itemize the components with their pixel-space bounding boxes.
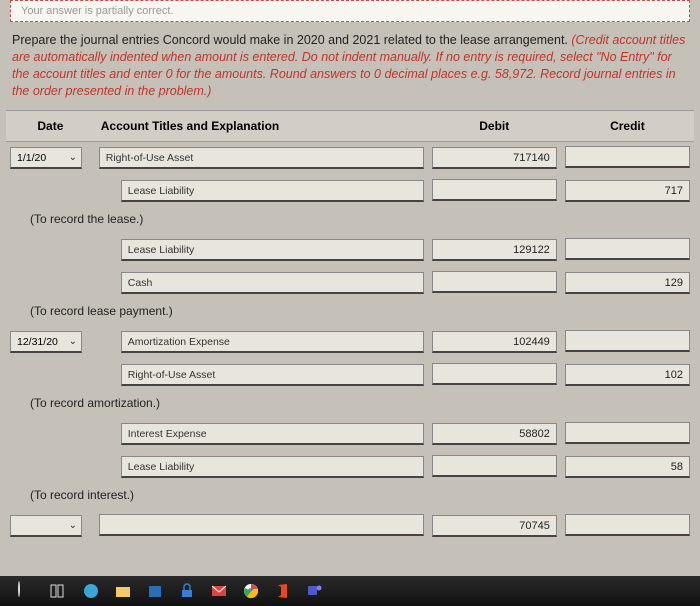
debit-input[interactable] xyxy=(432,179,557,201)
credit-input[interactable] xyxy=(565,330,690,352)
col-debit: Debit xyxy=(428,110,561,141)
debit-input[interactable]: 70745 xyxy=(432,515,557,537)
instructions-plain: Prepare the journal entries Concord woul… xyxy=(12,33,571,47)
debit-input[interactable]: 717140 xyxy=(432,147,557,169)
entry-note: (To record lease payment.) xyxy=(6,300,694,326)
debit-input[interactable] xyxy=(432,363,557,385)
teams-icon[interactable] xyxy=(306,582,324,600)
account-title-input[interactable]: Amortization Expense xyxy=(121,331,424,353)
entry-note: (To record amortization.) xyxy=(6,392,694,418)
account-title-input[interactable]: Interest Expense xyxy=(121,423,424,445)
account-title-input[interactable]: Right-of-Use Asset xyxy=(121,364,424,386)
debit-input[interactable]: 129122 xyxy=(432,239,557,261)
chevron-down-icon: ⌄ xyxy=(69,152,77,163)
debit-input[interactable] xyxy=(432,271,557,293)
col-account: Account Titles and Explanation xyxy=(95,110,428,141)
col-date: Date xyxy=(6,110,95,141)
task-view-icon[interactable] xyxy=(50,582,68,600)
debit-input[interactable]: 58802 xyxy=(432,423,557,445)
debit-input[interactable]: 102449 xyxy=(432,331,557,353)
entry-note: (To record interest.) xyxy=(6,484,694,510)
cortana-icon[interactable] xyxy=(18,582,36,600)
credit-input[interactable]: 58 xyxy=(565,456,690,478)
chrome-icon[interactable] xyxy=(242,582,260,600)
taskbar xyxy=(0,576,700,606)
instructions: Prepare the journal entries Concord woul… xyxy=(0,28,700,110)
credit-input[interactable] xyxy=(565,514,690,536)
account-title-input[interactable]: Lease Liability xyxy=(121,456,424,478)
partial-correct-banner: Your answer is partially correct. xyxy=(10,0,690,22)
edge-icon[interactable] xyxy=(82,582,100,600)
credit-input[interactable] xyxy=(565,422,690,444)
journal-table: Date Account Titles and Explanation Debi… xyxy=(6,110,694,543)
credit-input[interactable]: 102 xyxy=(565,364,690,386)
credit-input[interactable]: 717 xyxy=(565,180,690,202)
date-select[interactable]: ⌄ xyxy=(10,515,82,537)
explorer-icon[interactable] xyxy=(114,582,132,600)
credit-input[interactable] xyxy=(565,238,690,260)
credit-input[interactable]: 129 xyxy=(565,272,690,294)
date-value: 1/1/20 xyxy=(17,152,46,164)
chevron-down-icon: ⌄ xyxy=(69,520,77,531)
date-select[interactable]: 12/31/20 ⌄ xyxy=(10,331,82,353)
debit-input[interactable] xyxy=(432,455,557,477)
store-icon[interactable] xyxy=(146,582,164,600)
account-title-input[interactable]: Right-of-Use Asset xyxy=(99,147,424,169)
col-credit: Credit xyxy=(561,110,694,141)
entry-note: (To record the lease.) xyxy=(6,208,694,234)
date-select[interactable]: 1/1/20 ⌄ xyxy=(10,147,82,169)
account-title-input[interactable]: Lease Liability xyxy=(121,180,424,202)
date-value: 12/31/20 xyxy=(17,336,58,348)
account-title-input[interactable] xyxy=(99,514,424,536)
mail-icon[interactable] xyxy=(210,582,228,600)
credit-input[interactable] xyxy=(565,146,690,168)
account-title-input[interactable]: Lease Liability xyxy=(121,239,424,261)
chevron-down-icon: ⌄ xyxy=(69,336,77,347)
account-title-input[interactable]: Cash xyxy=(121,272,424,294)
office-icon[interactable] xyxy=(274,582,292,600)
lock-icon[interactable] xyxy=(178,582,196,600)
